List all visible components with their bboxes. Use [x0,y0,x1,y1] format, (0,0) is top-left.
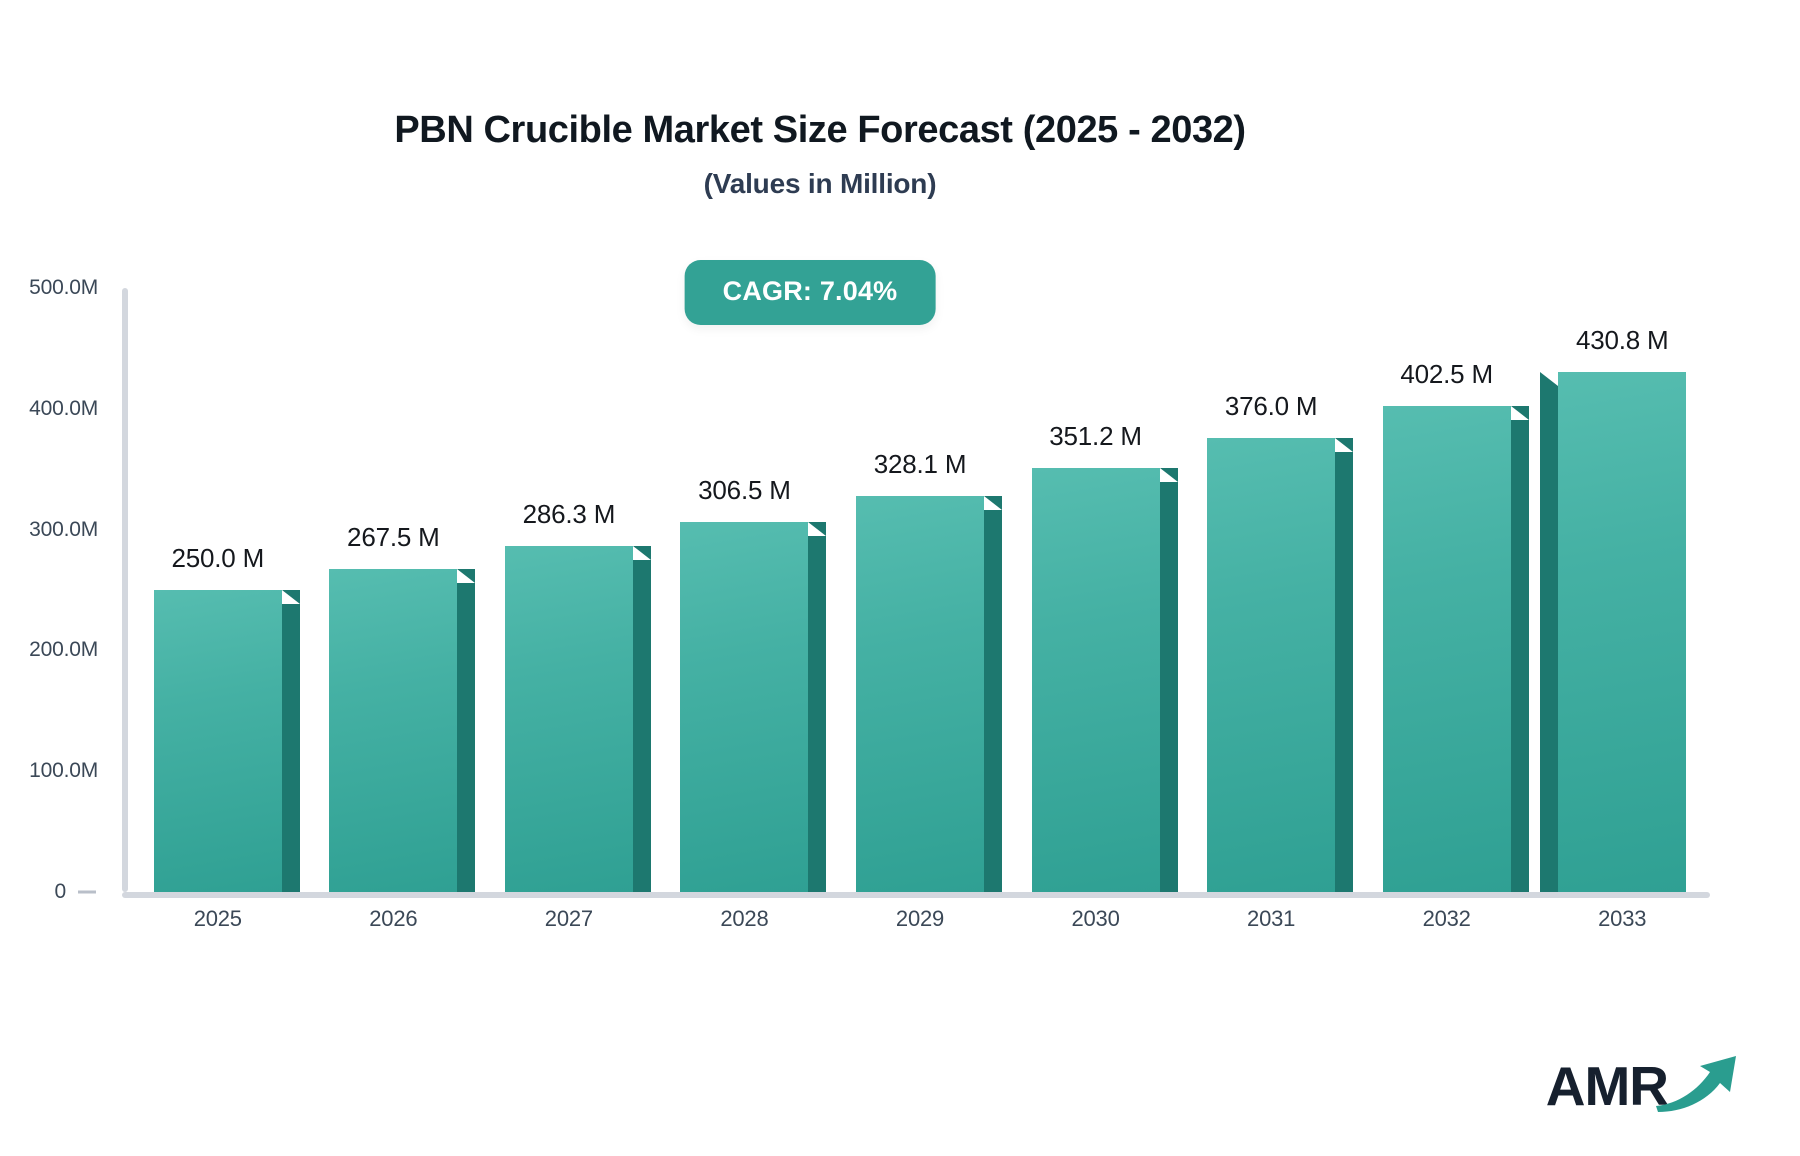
x-axis-tick-labels: 2025 2026 2027 2028 2029 2030 2031 2032 2033 [130,906,1710,946]
bar-value-label: 250.0 M [171,543,265,573]
chart-subtitle: (Values in Million) [703,167,937,199]
x-tick-label: 2029 [895,906,945,931]
y-tick-label: 400.0M [29,396,98,420]
bar-top-face [1510,405,1529,420]
x-tick-label: 2025 [193,906,242,931]
bar-top-face [1335,437,1354,452]
bar[interactable]: 430.8 M [1540,325,1687,892]
y-axis-tick-labels: 500.0M 400.0M 300.0M 200.0M 100.0M 0 [0,276,112,903]
bar-top-face [1540,371,1559,386]
bar-side-face [632,560,651,892]
growth-arrow-icon [1656,1056,1736,1112]
x-tick-label: 2026 [369,906,418,931]
bar-side-face [1510,419,1529,892]
bar-top-face [457,568,476,583]
bar[interactable]: 286.3 M [504,499,651,892]
bar-side-face [1335,451,1354,892]
bar-front-face [1558,371,1687,892]
x-tick-label: 2031 [1247,906,1296,931]
y-tick-dash [78,890,96,894]
bar[interactable]: 351.2 M [1031,421,1178,892]
x-tick-label: 2028 [720,906,769,931]
logo-wordmark: AMR [1545,1055,1669,1117]
amr-logo: AMR [1546,1052,1742,1114]
bar-value-label: 286.3 M [522,499,616,530]
bar-front-face [329,568,458,892]
bar[interactable]: 306.5 M [680,475,827,892]
y-tick-label: 100.0M [29,759,98,783]
bar-value-label: 430.8 M [1575,324,1669,355]
page-title: PBN Crucible Market Size Forecast (2025 … [394,109,1246,151]
x-tick-label: 2027 [544,906,593,931]
x-axis-line [122,892,1710,898]
x-tick-label: 2033 [1598,906,1647,931]
bar[interactable]: 328.1 M [856,449,1002,892]
bar-side-face [1159,481,1178,892]
bar-value-label: 376.0 M [1224,390,1318,421]
y-tick-label: 500.0M [29,276,98,299]
bar-value-label: 267.5 M [347,521,440,552]
bar[interactable]: 376.0 M [1207,391,1354,892]
bar[interactable]: 250.0 M [153,543,300,892]
bar-front-face [1382,405,1511,892]
bar-front-face [680,521,809,892]
bar-front-face [1031,467,1160,892]
bar-top-face [632,546,651,561]
y-tick-label: 0 [54,880,67,903]
x-tick-label: 2030 [1071,906,1120,931]
bar-side-face [984,509,1002,892]
bar[interactable]: 267.5 M [329,522,476,892]
bar-front-face [504,546,633,892]
plot-area: 250.0 M 267.5 M 286.3 M 306.5 M 328.1 M 351.2… [122,288,1710,898]
bar-value-label: 306.5 M [698,474,791,505]
bar-top-face [984,495,1002,510]
bar-side-face [457,582,476,892]
bar[interactable]: 402.5 M [1382,359,1529,892]
bar-value-label: 402.5 M [1400,358,1493,389]
bar-top-face [808,521,827,536]
bar-value-label: 351.2 M [1049,420,1142,451]
bar-front-face [856,495,984,892]
bar-side-face [281,604,300,892]
title-block: PBN Crucible Market Size Forecast (2025 … [0,109,1640,200]
bar-front-face [153,590,282,892]
y-axis-line [122,288,128,892]
bar-side-face [808,535,827,892]
bar-top-face [281,590,300,604]
bar-side-face [1540,385,1559,892]
cagr-badge: CAGR: 7.04% [684,260,936,325]
bar-front-face [1207,437,1336,892]
y-tick-label: 300.0M [29,517,98,541]
x-tick-label: 2032 [1422,906,1471,931]
bar-value-label: 328.1 M [873,448,967,479]
bar-top-face [1159,467,1178,482]
y-tick-label: 200.0M [29,638,98,662]
